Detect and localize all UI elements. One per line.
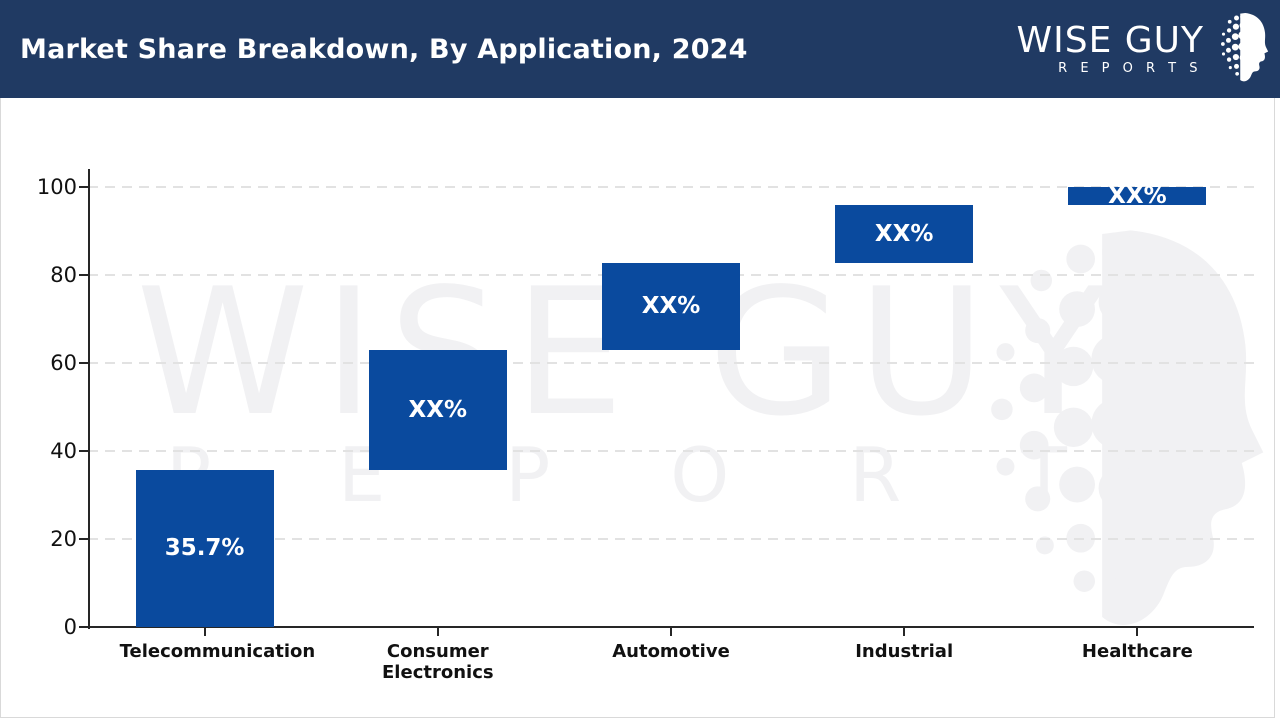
y-tick-40 — [79, 450, 88, 452]
plot-panel: WISE GUY R E P O R T S 0 20 40 60 80 100 35.7%… — [0, 98, 1275, 718]
x-axis — [88, 626, 1254, 628]
chart-title: Market Share Breakdown, By Application, … — [20, 33, 748, 65]
x-tick-label-healthcare: Healthcare — [1081, 641, 1193, 662]
brand-name: WISE GUY — [1016, 20, 1204, 62]
bar-healthcare: XX% — [1068, 183, 1207, 209]
y-tick-label-40: 40 — [50, 439, 77, 463]
y-tick-100 — [79, 186, 88, 188]
x-tick-label-automotive: Automotive — [612, 641, 730, 662]
gridline-100 — [88, 186, 1254, 188]
x-tick-healthcare — [1136, 628, 1139, 636]
y-axis — [88, 169, 90, 629]
bar-value-label-industrial: XX% — [874, 220, 934, 247]
y-tick-0 — [79, 626, 88, 628]
y-tick-20 — [79, 538, 88, 540]
gridline-60 — [88, 362, 1254, 364]
x-tick-automotive — [670, 628, 672, 636]
x-tick-consumer-electronics — [436, 628, 439, 636]
brand-subtitle: R E P O R T S — [1058, 60, 1202, 76]
y-tick-80 — [79, 274, 88, 276]
bar-automotive: XX% — [602, 262, 740, 350]
x-tick-telecommunication — [203, 628, 206, 636]
y-tick-60 — [79, 362, 88, 364]
y-tick-label-20: 20 — [50, 527, 77, 551]
brand-logo: WISE GUY R E P O R T S — [1017, 6, 1271, 92]
bar-consumer-electronics: XX% — [368, 349, 507, 470]
gridline-40 — [88, 450, 1254, 452]
bar-value-label-healthcare: XX% — [1108, 182, 1167, 209]
bar-value-label-consumer-electronics: XX% — [408, 396, 468, 423]
y-tick-label-80: 80 — [50, 263, 77, 287]
watermark-head-icon — [991, 230, 1264, 625]
bar-value-label-telecommunication: 35.7% — [164, 535, 245, 562]
x-tick-label-industrial: Industrial — [855, 641, 954, 662]
x-tick-industrial — [903, 628, 906, 636]
bar-telecommunication: 35.7% — [135, 469, 274, 627]
x-tick-label-telecommunication: Telecommunication — [119, 641, 316, 662]
bar-value-label-automotive: XX% — [641, 293, 701, 320]
bar-industrial: XX% — [835, 204, 974, 263]
brand-head-icon — [1221, 13, 1269, 82]
brand-logo-text: WISE GUY R E P O R T S — [1017, 22, 1205, 76]
x-tick-label-consumer-electronics: Consumer Electronics — [382, 641, 494, 683]
gridline-20 — [88, 538, 1254, 540]
y-tick-label-0: 0 — [63, 615, 77, 639]
y-tick-label-60: 60 — [50, 351, 77, 375]
y-tick-label-100: 100 — [36, 175, 77, 199]
header-bar: Market Share Breakdown, By Application, … — [0, 0, 1280, 98]
